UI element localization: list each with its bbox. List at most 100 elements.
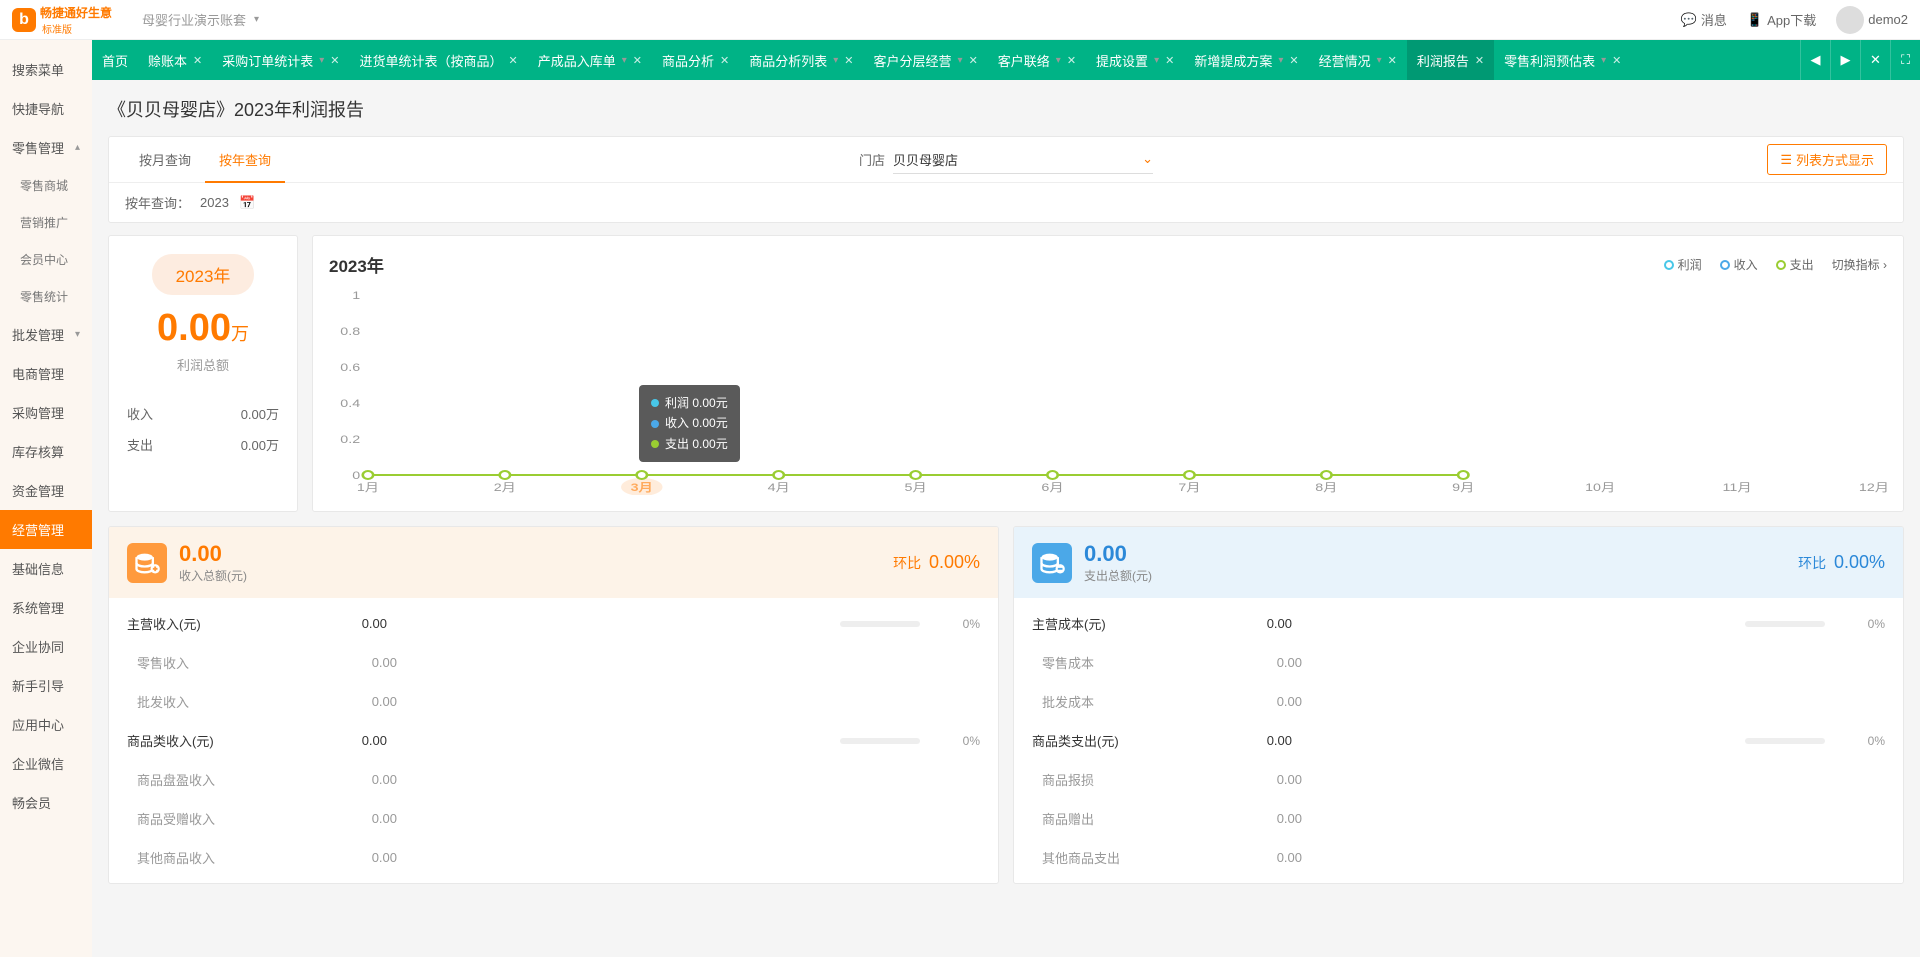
close-icon[interactable]: ✕ xyxy=(330,54,339,67)
tab[interactable]: 利润报告✕ xyxy=(1407,40,1494,80)
chevron-down-icon: ▾ xyxy=(833,55,838,66)
data-row: 商品受赠收入0.00 xyxy=(127,799,980,838)
close-icon[interactable]: ✕ xyxy=(969,54,978,67)
close-icon[interactable]: ✕ xyxy=(1067,54,1076,67)
logo: b 畅捷通好生意 标准版 xyxy=(12,4,112,36)
app-download-link[interactable]: 📱 App下载 xyxy=(1747,10,1816,29)
chart-title: 2023年 xyxy=(329,252,384,277)
legend-item: 支出 xyxy=(1776,256,1814,273)
data-row: 其他商品收入0.00 xyxy=(127,838,980,877)
expense-total: 0.00 xyxy=(1084,541,1152,567)
data-row: 主营成本(元)0.000% xyxy=(1032,604,1885,643)
tabs-scroll-right[interactable]: ▶ xyxy=(1830,40,1860,80)
data-row: 其他商品支出0.00 xyxy=(1032,838,1885,877)
tab[interactable]: 商品分析✕ xyxy=(652,40,739,80)
calendar-icon[interactable]: 📅 xyxy=(239,195,255,211)
svg-text:5月: 5月 xyxy=(905,481,927,494)
sidebar-item[interactable]: 快捷导航 xyxy=(0,89,92,128)
chevron-right-icon: › xyxy=(1883,258,1887,272)
tab[interactable]: 客户联络▾✕ xyxy=(988,40,1086,80)
close-icon[interactable]: ✕ xyxy=(1289,54,1298,67)
sidebar-item[interactable]: 批发管理▾ xyxy=(0,315,92,354)
sidebar-item[interactable]: 采购管理 xyxy=(0,393,92,432)
svg-text:9月: 9月 xyxy=(1452,481,1474,494)
brand-name: 畅捷通好生意 xyxy=(40,4,112,21)
sidebar-item[interactable]: 经营管理 xyxy=(0,510,92,549)
profit-total: 0.00万 xyxy=(127,309,279,347)
sidebar-item[interactable]: 企业协同 xyxy=(0,627,92,666)
svg-text:0.4: 0.4 xyxy=(340,397,360,410)
tab[interactable]: 产成品入库单▾✕ xyxy=(528,40,652,80)
close-icon[interactable]: ✕ xyxy=(193,54,202,67)
filter-bar: 按月查询 按年查询 门店 贝贝母婴店 ⌄ ☰ 列表方式显示 xyxy=(108,136,1904,223)
sidebar-item[interactable]: 畅会员 xyxy=(0,783,92,822)
brand-edition: 标准版 xyxy=(42,21,112,36)
user-menu[interactable]: demo2 xyxy=(1836,6,1908,34)
chevron-down-icon: ▾ xyxy=(1601,55,1606,66)
close-icon[interactable]: ✕ xyxy=(844,54,853,67)
tab[interactable]: 新增提成方案▾✕ xyxy=(1184,40,1308,80)
income-label: 收入总额(元) xyxy=(179,567,247,584)
sidebar-item[interactable]: 零售商城 xyxy=(0,167,92,204)
data-row: 主营收入(元)0.000% xyxy=(127,604,980,643)
tab[interactable]: 零售利润预估表▾✕ xyxy=(1494,40,1631,80)
sidebar: 搜索菜单快捷导航零售管理▴零售商城营销推广会员中心零售统计批发管理▾电商管理采购… xyxy=(0,40,92,957)
expense-ratio: 环比 0.00% xyxy=(1798,552,1885,573)
tabs-fullscreen[interactable]: ⛶ xyxy=(1890,40,1920,80)
store-selector[interactable]: 门店 贝贝母婴店 ⌄ xyxy=(859,146,1153,174)
sidebar-item[interactable]: 营销推广 xyxy=(0,204,92,241)
svg-text:8月: 8月 xyxy=(1315,481,1337,494)
mode-year[interactable]: 按年查询 xyxy=(205,138,285,183)
sidebar-item[interactable]: 系统管理 xyxy=(0,588,92,627)
chevron-icon: ▾ xyxy=(75,329,80,340)
svg-text:0.6: 0.6 xyxy=(340,361,360,374)
close-icon[interactable]: ✕ xyxy=(1388,54,1397,67)
chevron-down-icon: ▾ xyxy=(1278,55,1283,66)
sidebar-item[interactable]: 电商管理 xyxy=(0,354,92,393)
account-selector[interactable]: 母婴行业演示账套 ▾ xyxy=(142,10,259,29)
data-row: 商品盘盈收入0.00 xyxy=(127,760,980,799)
mode-month[interactable]: 按月查询 xyxy=(125,137,205,182)
sidebar-item[interactable]: 企业微信 xyxy=(0,744,92,783)
close-icon[interactable]: ✕ xyxy=(720,54,729,67)
tab[interactable]: 商品分析列表▾✕ xyxy=(739,40,863,80)
store-value: 贝贝母婴店 xyxy=(893,150,958,169)
tab[interactable]: 赊账本✕ xyxy=(138,40,212,80)
tab[interactable]: 首页 xyxy=(92,40,138,80)
chart-body: 10.80.60.40.201月2月3月4月5月6月7月8月9月10月11月12… xyxy=(329,285,1887,495)
close-icon[interactable]: ✕ xyxy=(1165,54,1174,67)
sidebar-item[interactable]: 会员中心 xyxy=(0,241,92,278)
sidebar-item[interactable]: 基础信息 xyxy=(0,549,92,588)
tab[interactable]: 进货单统计表（按商品）✕ xyxy=(350,40,528,80)
close-icon[interactable]: ✕ xyxy=(1475,54,1484,67)
sidebar-item[interactable]: 零售管理▴ xyxy=(0,128,92,167)
list-mode-button[interactable]: ☰ 列表方式显示 xyxy=(1767,144,1887,175)
page-title: 《贝贝母婴店》2023年利润报告 xyxy=(108,96,1904,122)
tab[interactable]: 客户分层经营▾✕ xyxy=(864,40,988,80)
tab[interactable]: 提成设置▾✕ xyxy=(1086,40,1184,80)
tab[interactable]: 采购订单统计表▾✕ xyxy=(212,40,349,80)
tabs-scroll-left[interactable]: ◀ xyxy=(1800,40,1830,80)
sidebar-item[interactable]: 资金管理 xyxy=(0,471,92,510)
sidebar-item[interactable]: 库存核算 xyxy=(0,432,92,471)
tabs-close-all[interactable]: ✕ xyxy=(1860,40,1890,80)
close-icon[interactable]: ✕ xyxy=(1612,54,1621,67)
close-icon[interactable]: ✕ xyxy=(509,54,518,67)
expense-card: 0.00 支出总额(元) 环比 0.00% 主营成本(元)0.000%零售成本0… xyxy=(1013,526,1904,884)
expense-icon xyxy=(1032,543,1072,583)
data-row: 商品赠出0.00 xyxy=(1032,799,1885,838)
top-actions: 💬 消息 📱 App下载 demo2 xyxy=(1681,6,1908,34)
switch-indicator[interactable]: 切换指标 › xyxy=(1832,256,1887,273)
svg-text:0: 0 xyxy=(352,469,360,482)
sidebar-item[interactable]: 应用中心 xyxy=(0,705,92,744)
svg-text:10月: 10月 xyxy=(1585,481,1615,494)
sidebar-item[interactable]: 零售统计 xyxy=(0,278,92,315)
tab[interactable]: 经营情况▾✕ xyxy=(1309,40,1407,80)
sidebar-item[interactable]: 搜索菜单 xyxy=(0,50,92,89)
chevron-down-icon: ▾ xyxy=(1154,55,1159,66)
messages-link[interactable]: 💬 消息 xyxy=(1681,10,1727,29)
svg-text:0.8: 0.8 xyxy=(340,325,360,338)
chevron-down-icon: ▾ xyxy=(254,14,259,25)
close-icon[interactable]: ✕ xyxy=(633,54,642,67)
sidebar-item[interactable]: 新手引导 xyxy=(0,666,92,705)
